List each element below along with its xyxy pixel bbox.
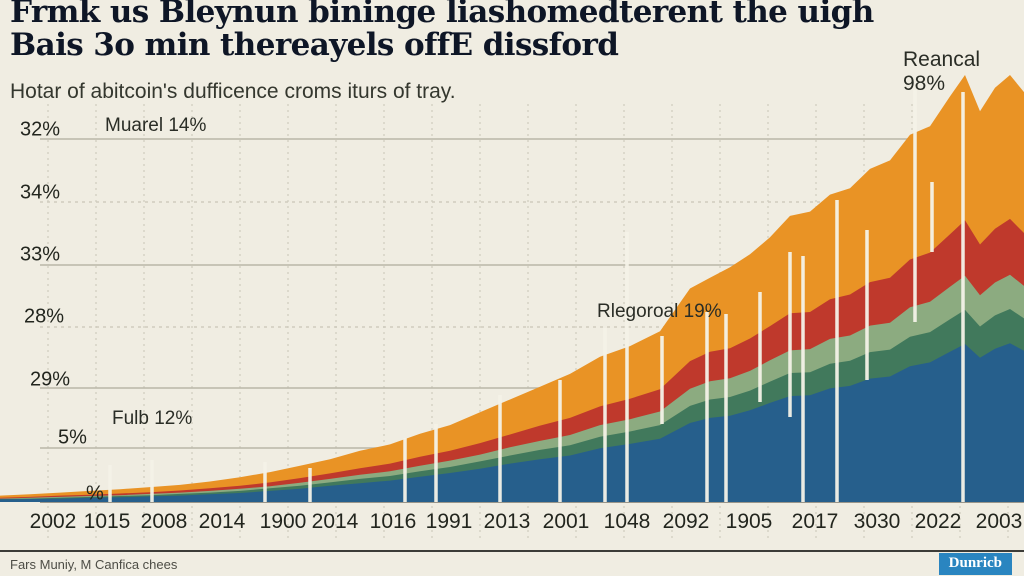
x-axis-label: 2002 bbox=[29, 510, 77, 533]
x-axis-label: 2013 bbox=[483, 510, 531, 533]
y-axis-label: 32% bbox=[20, 118, 61, 141]
x-axis-label: 1015 bbox=[83, 510, 131, 533]
x-axis-label: 2014 bbox=[198, 510, 246, 533]
y-axis-label: % bbox=[86, 482, 104, 505]
chart-subtitle: Hotar of abitcoin's dufficence croms itu… bbox=[10, 80, 456, 103]
title-line-2: Bais 3o min thereayels offE dissford bbox=[10, 27, 619, 63]
stacked-area-chart bbox=[0, 75, 1024, 542]
source-note: Fars Muniy, M Canfica chees bbox=[10, 557, 178, 572]
x-axis-label: 1905 bbox=[725, 510, 773, 533]
chart-annotation: Rlegoroal 19% bbox=[597, 301, 722, 322]
y-axis-label: 5% bbox=[58, 426, 87, 449]
chart-annotation: Fulb 12% bbox=[112, 408, 193, 429]
y-axis-label: 33% bbox=[20, 243, 61, 266]
footer-divider bbox=[0, 550, 1024, 552]
y-axis-label: 34% bbox=[20, 181, 61, 204]
title-line-1: Frmk us Bleynun bininge liashomedterent … bbox=[10, 0, 874, 30]
x-axis-label: 2092 bbox=[662, 510, 710, 533]
x-axis-label: 1048 bbox=[603, 510, 651, 533]
chart-annotation: Reancal 98% bbox=[903, 48, 981, 95]
y-axis-label: 29% bbox=[30, 368, 71, 391]
x-axis-label: 2008 bbox=[140, 510, 188, 533]
x-axis-label: 2001 bbox=[542, 510, 590, 533]
x-axis-label: 1900 bbox=[259, 510, 307, 533]
area-series-blue bbox=[0, 343, 1024, 502]
x-axis-label: 3030 bbox=[853, 510, 901, 533]
x-axis-label: 2003 bbox=[975, 510, 1023, 533]
y-axis-label: 28% bbox=[24, 305, 65, 328]
x-axis-label: 2022 bbox=[914, 510, 962, 533]
page-title: Frmk us Bleynun bininge liashomedterent … bbox=[10, 0, 874, 62]
brand-logo: Dunricb bbox=[938, 553, 1012, 575]
x-axis-label: 1016 bbox=[369, 510, 417, 533]
x-axis-label: 1991 bbox=[425, 510, 473, 533]
x-axis-label: 2017 bbox=[791, 510, 839, 533]
x-axis-label: 2014 bbox=[311, 510, 359, 533]
chart-annotation: Muarel 14% bbox=[105, 115, 207, 136]
